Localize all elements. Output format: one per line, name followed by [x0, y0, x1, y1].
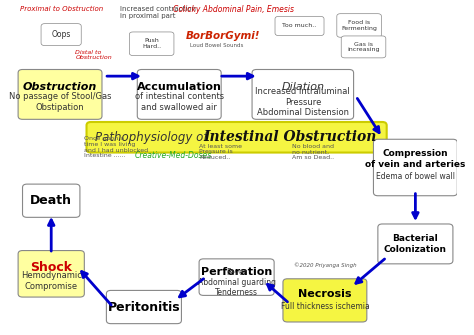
FancyBboxPatch shape — [199, 259, 274, 295]
Text: Gas is
increasing: Gas is increasing — [347, 42, 380, 52]
FancyBboxPatch shape — [87, 122, 387, 152]
FancyBboxPatch shape — [275, 16, 324, 36]
Text: Too much..: Too much.. — [283, 23, 317, 28]
Text: Loud Bowel Sounds: Loud Bowel Sounds — [190, 43, 244, 48]
FancyBboxPatch shape — [18, 69, 102, 119]
Text: ©2020 Priyanga Singh: ©2020 Priyanga Singh — [294, 262, 356, 268]
FancyBboxPatch shape — [137, 69, 221, 119]
Text: BorBorGymi!: BorBorGymi! — [186, 31, 260, 41]
Text: of intestinal contents
and swallowed air: of intestinal contents and swallowed air — [135, 92, 224, 112]
FancyBboxPatch shape — [18, 251, 84, 297]
Text: No blood and
no nutrient,
Am so Dead..: No blood and no nutrient, Am so Dead.. — [292, 144, 334, 160]
Text: Full thickness ischemia: Full thickness ischemia — [281, 303, 369, 312]
Text: Colicky Abdominal Pain, Emesis: Colicky Abdominal Pain, Emesis — [173, 5, 293, 14]
Text: Increased contraction
in proximal part: Increased contraction in proximal part — [119, 6, 196, 19]
Text: Creative-Med-Doses: Creative-Med-Doses — [135, 151, 212, 160]
Text: Food is
Fermenting: Food is Fermenting — [341, 20, 377, 31]
Text: Push
Hard..: Push Hard.. — [142, 38, 161, 49]
Text: Accumulation: Accumulation — [137, 82, 222, 92]
FancyBboxPatch shape — [106, 290, 182, 324]
Text: Fever
Abdominal guarding
Tenderness: Fever Abdominal guarding Tenderness — [198, 268, 275, 297]
Text: Perforation: Perforation — [201, 267, 272, 277]
Text: Hemodynamic
Compromise: Hemodynamic Compromise — [21, 271, 82, 291]
Text: Distal to
Obstruction: Distal to Obstruction — [75, 50, 112, 60]
Text: Obstruction: Obstruction — [23, 82, 97, 92]
Text: No passage of Stool/Gas
Obstipation: No passage of Stool/Gas Obstipation — [9, 92, 111, 112]
Text: Oops: Oops — [52, 30, 71, 39]
Text: Increased Intraluminal
Pressure
Abdominal Distension: Increased Intraluminal Pressure Abdomina… — [255, 87, 350, 117]
Text: Bacterial
Colonization: Bacterial Colonization — [384, 234, 447, 254]
Text: Death: Death — [30, 194, 72, 207]
FancyBboxPatch shape — [129, 32, 174, 56]
FancyBboxPatch shape — [337, 14, 382, 37]
Text: Dilation: Dilation — [282, 82, 324, 92]
FancyBboxPatch shape — [374, 139, 457, 196]
FancyBboxPatch shape — [341, 36, 386, 58]
FancyBboxPatch shape — [283, 279, 367, 322]
Text: Once upon a
time I was living
and I had unblocked
Intestine ......: Once upon a time I was living and I had … — [84, 136, 148, 158]
Text: Shock: Shock — [30, 261, 72, 274]
Text: Compression
of vein and arteries: Compression of vein and arteries — [365, 149, 465, 169]
Text: Proximal to Obstruction: Proximal to Obstruction — [20, 6, 103, 12]
Text: At least some
Pressure is
Reduced..: At least some Pressure is Reduced.. — [199, 144, 242, 160]
FancyBboxPatch shape — [23, 184, 80, 217]
Text: Intestinal Obstruction: Intestinal Obstruction — [203, 130, 377, 144]
FancyBboxPatch shape — [41, 24, 81, 46]
Text: Necrosis: Necrosis — [298, 289, 352, 299]
FancyBboxPatch shape — [378, 224, 453, 264]
FancyBboxPatch shape — [252, 69, 354, 119]
Text: Edema of bowel wall: Edema of bowel wall — [376, 172, 455, 181]
Text: Pathophysiology of: Pathophysiology of — [95, 131, 211, 144]
Text: Peritonitis: Peritonitis — [108, 300, 180, 314]
